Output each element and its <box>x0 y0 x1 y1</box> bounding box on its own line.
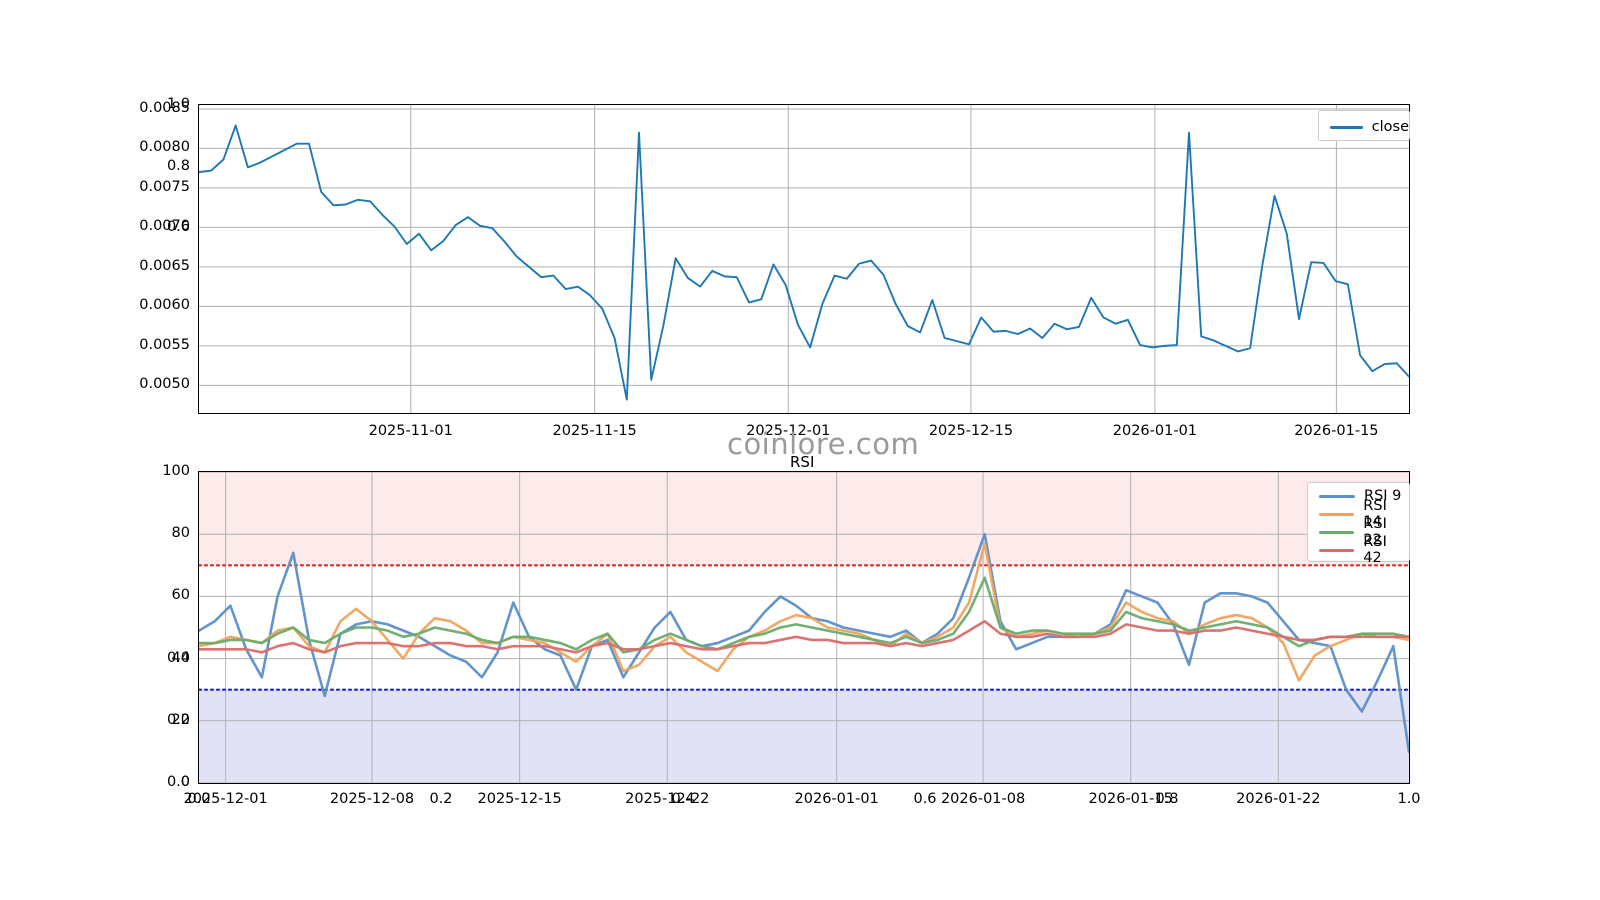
rsi-x-tick-secondary: 0.2 <box>429 791 453 807</box>
legend-swatch <box>1319 530 1355 534</box>
rsi-y-tick-secondary: 0.4 <box>166 649 190 666</box>
rsi-x-tick: 2025-12-08 <box>329 791 415 807</box>
price-x-tick: 2025-12-01 <box>746 423 831 439</box>
legend-label: RSI 9 <box>1364 488 1402 504</box>
legend-item-close[interactable]: close <box>1319 116 1409 138</box>
price-x-tick: 2026-01-15 <box>1294 423 1379 439</box>
rsi-panel-title: RSI <box>790 453 815 471</box>
legend-label: RSI 22 <box>1363 516 1387 548</box>
price-y-tick: 0.0085 <box>139 99 190 116</box>
rsi-x-tick: 2025-12-01 <box>183 791 268 807</box>
rsi-x-tick: 2025-12-22 <box>625 791 710 807</box>
legend-swatch <box>1319 548 1355 552</box>
rsi-x-tick: 2025-12-15 <box>477 791 562 807</box>
price-y-tick: 0.0075 <box>139 178 190 195</box>
price-y-tick: 0.0065 <box>139 257 190 274</box>
rsi-y-tick: 0 <box>180 774 190 790</box>
rsi-x-tick: 2026-01-01 <box>794 791 879 807</box>
price-x-tick: 2025-12-15 <box>928 423 1014 439</box>
watermark: coinlore.com <box>727 427 920 461</box>
price-y-tick: 0.0050 <box>139 376 190 393</box>
price-legend[interactable]: close <box>1318 110 1410 141</box>
price-y-tick-secondary: 0.6 <box>166 219 190 236</box>
price-plot-area <box>199 105 1409 413</box>
rsi-legend[interactable]: RSI 9 RSI 14 RSI 22 RSI 42 <box>1307 482 1410 566</box>
legend-item-rsi-14[interactable]: RSI 14 <box>1308 498 1409 530</box>
price-y-tick: 0.0060 <box>139 297 190 314</box>
rsi-y-tick: 20 <box>171 711 190 728</box>
legend-label: close <box>1371 119 1409 135</box>
rsi-y-tick-secondary: 0.2 <box>166 711 190 728</box>
rsi-y-tick-secondary: 0.0 <box>166 774 190 790</box>
rsi-x-tick: 2026-01-08 <box>940 791 1026 807</box>
price-y-tick: 0.0055 <box>139 336 190 353</box>
legend-swatch <box>1319 494 1355 498</box>
rsi-y-tick: 100 <box>162 463 190 479</box>
legend-label: RSI 42 <box>1363 534 1387 566</box>
legend-item-rsi-22[interactable]: RSI 22 <box>1308 516 1409 548</box>
rsi-y-tick: 40 <box>171 649 190 666</box>
legend-label: RSI 14 <box>1363 498 1387 530</box>
rsi-x-tick-secondary: 0.6 <box>913 791 937 807</box>
price-x-tick: 2025-11-01 <box>368 423 453 439</box>
rsi-y-tick: 60 <box>171 587 190 604</box>
legend-item-rsi-42[interactable]: RSI 42 <box>1308 534 1409 566</box>
price-y-tick: 0.0070 <box>139 218 190 235</box>
legend-item-rsi-9[interactable]: RSI 9 <box>1308 487 1409 505</box>
rsi-x-tick-secondary: 0.4 <box>671 791 695 807</box>
rsi-x-tick-secondary: 0.8 <box>1155 791 1179 807</box>
price-y-tick: 0.0080 <box>139 139 190 156</box>
rsi-x-tick: 2026-01-15 <box>1088 791 1173 807</box>
rsi-x-tick-secondary: 0.0 <box>187 791 211 807</box>
price-x-tick: 2026-01-01 <box>1112 423 1198 439</box>
legend-swatch <box>1319 512 1355 516</box>
rsi-chart-panel <box>198 471 1410 784</box>
legend-swatch <box>1330 125 1363 129</box>
price-chart-panel <box>198 104 1410 414</box>
rsi-x-tick: 2026-01-22 <box>1236 791 1321 807</box>
price-y-tick-secondary: 1.0 <box>166 96 190 112</box>
price-y-tick-secondary: 0.8 <box>166 157 190 174</box>
rsi-y-tick: 80 <box>171 525 190 542</box>
price-x-tick: 2025-11-15 <box>552 423 637 439</box>
rsi-plot-area <box>199 472 1409 783</box>
rsi-x-tick-secondary: 1.0 <box>1397 791 1421 807</box>
